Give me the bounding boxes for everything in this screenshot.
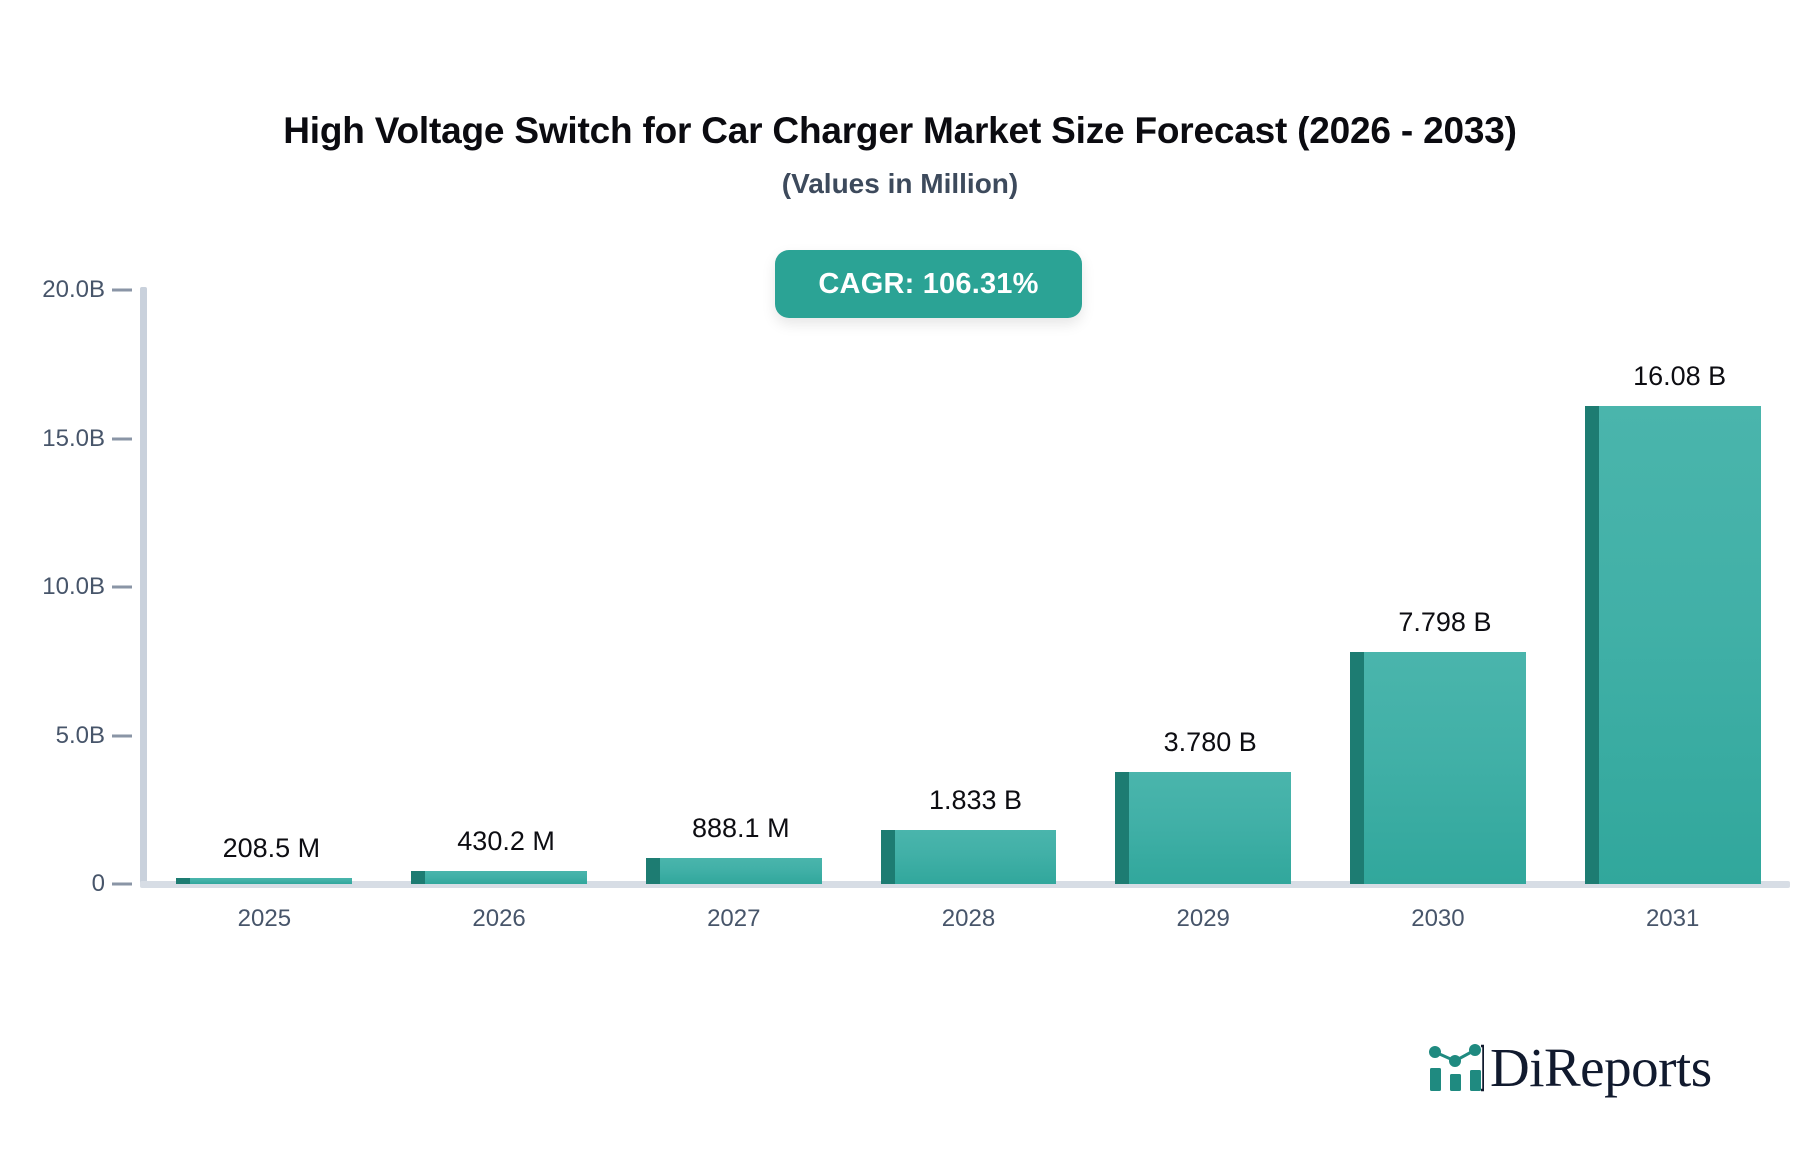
- bar-side-face: [411, 871, 426, 884]
- bar-front-face: [659, 857, 822, 884]
- y-axis-tick-label: 15.0B: [42, 424, 105, 452]
- bar[interactable]: [176, 877, 353, 884]
- bar-front-face: [894, 829, 1057, 884]
- bar-value-label: 7.798 B: [1398, 607, 1492, 638]
- y-axis-tick-mark: [112, 585, 132, 589]
- bar[interactable]: [645, 857, 822, 884]
- x-axis-tick-label: 2026: [472, 905, 526, 932]
- bar-front-face: [190, 877, 353, 884]
- bar-value-label: 3.780 B: [1163, 726, 1257, 757]
- bar[interactable]: [1115, 771, 1292, 884]
- bar-value-label: 1.833 B: [928, 784, 1023, 815]
- cagr-badge: CAGR: 106.31%: [775, 250, 1082, 318]
- bar-side-face: [645, 857, 660, 884]
- bar-side-face: [176, 877, 191, 884]
- y-axis-tick-label: 5.0B: [55, 721, 105, 749]
- x-axis-line: [140, 881, 1790, 888]
- x-axis-tick-label: 2028: [941, 905, 996, 932]
- bar-front-face: [1363, 652, 1526, 884]
- bar-value-label: 208.5 M: [222, 832, 321, 863]
- y-axis-tick-label: 0: [91, 870, 105, 897]
- bar[interactable]: [880, 829, 1057, 884]
- bar-front-face: [1598, 406, 1761, 884]
- bar-side-face: [1584, 406, 1599, 884]
- bar[interactable]: [1584, 406, 1761, 884]
- bar[interactable]: [1349, 652, 1526, 884]
- bar-side-face: [880, 829, 895, 884]
- bar-chart-logo-icon: [1429, 1043, 1484, 1091]
- y-axis-line: [140, 287, 147, 887]
- logo-wordmark: DiReports: [1490, 1037, 1712, 1098]
- x-axis-tick-label: 2025: [237, 905, 292, 932]
- page-title: High Voltage Switch for Car Charger Mark…: [283, 110, 1517, 151]
- x-axis-tick-label: 2027: [707, 905, 761, 932]
- y-axis-labels: 0 5.0B 10.0B 15.0B 20.0B: [0, 0, 105, 1156]
- y-axis-tick-mark: [112, 882, 132, 886]
- bar[interactable]: [411, 871, 588, 884]
- bar-value-label: 16.08 B: [1633, 361, 1727, 392]
- bar-front-face: [1129, 771, 1292, 884]
- bar-value-label: 430.2 M: [457, 826, 555, 857]
- bar-side-face: [1349, 652, 1364, 884]
- x-axis-tick-label: 2030: [1411, 905, 1465, 932]
- y-axis-tick-label: 10.0B: [42, 573, 105, 600]
- bar-front-face: [425, 871, 588, 884]
- y-axis-tick-mark: [112, 437, 132, 440]
- y-axis-tick-mark: [112, 734, 132, 737]
- bar-side-face: [1115, 771, 1130, 884]
- page-subtitle: (Values in Million): [781, 168, 1019, 199]
- bar-value-label: 888.1 M: [692, 812, 790, 843]
- y-axis-tick-mark: [112, 288, 132, 292]
- x-axis-tick-label: 2031: [1645, 905, 1700, 932]
- y-axis-tick-label: 20.0B: [42, 276, 105, 303]
- cagr-badge-label: CAGR: 106.31%: [818, 267, 1039, 300]
- direports-logo: DiReports: [1428, 1040, 1712, 1095]
- x-axis-tick-label: 2029: [1176, 905, 1230, 932]
